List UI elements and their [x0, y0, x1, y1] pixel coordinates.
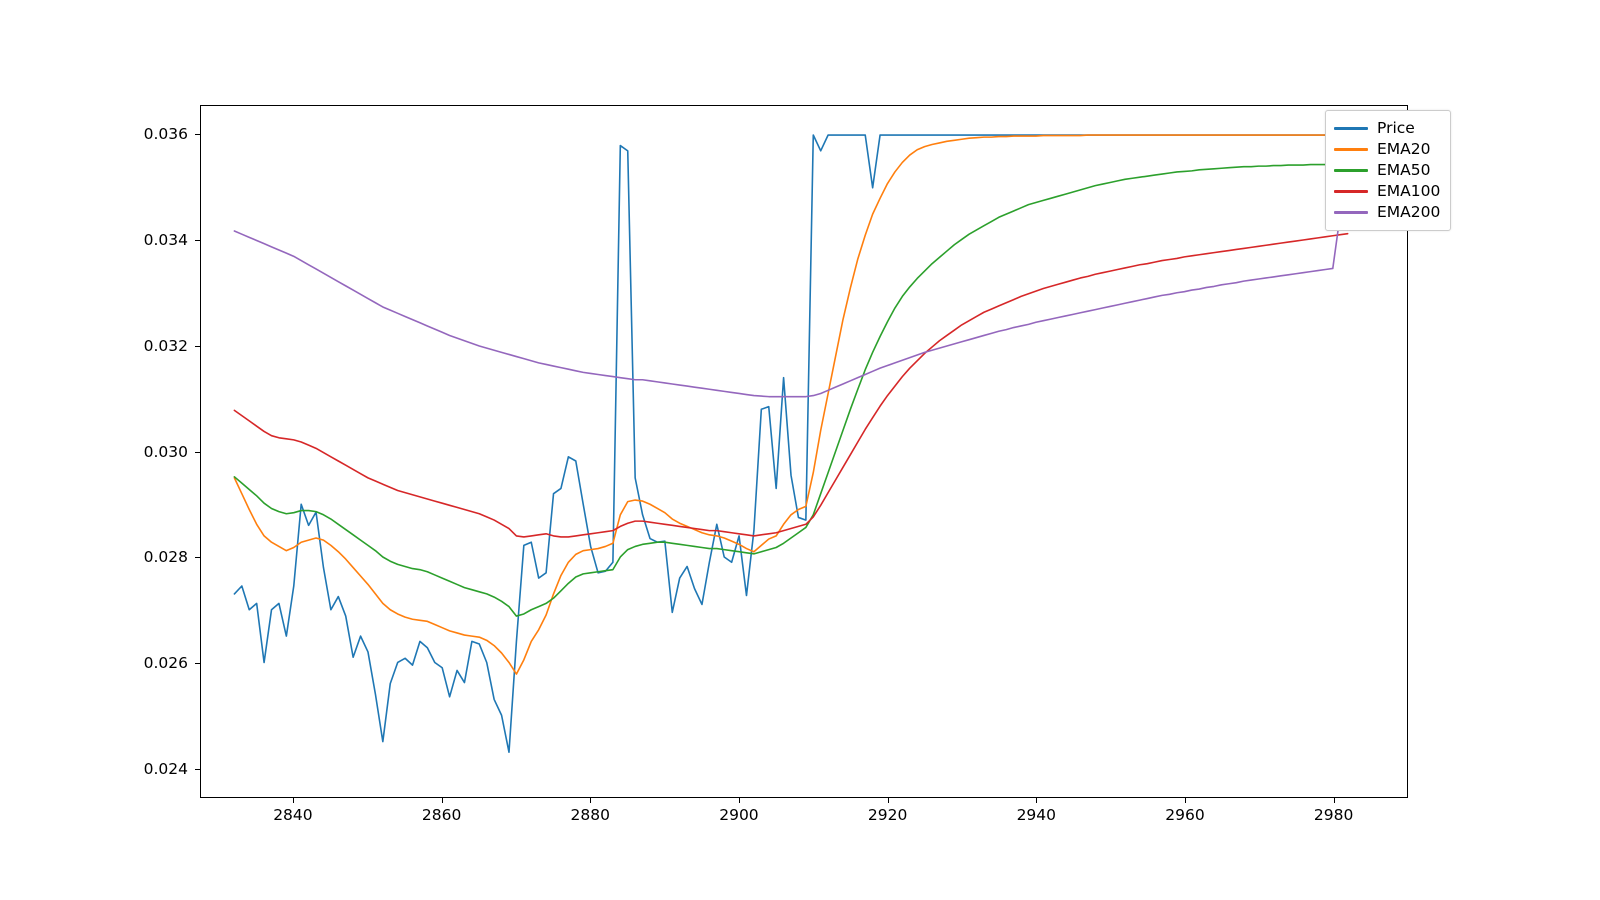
x-tick-label: 2880	[570, 806, 610, 824]
x-tick-label: 2900	[719, 806, 759, 824]
y-tick-mark	[195, 451, 200, 453]
x-tick-label: 2940	[1016, 806, 1057, 824]
x-tick-mark	[1036, 798, 1038, 803]
y-tick-mark	[195, 557, 200, 559]
x-tick-label: 2840	[273, 806, 313, 824]
y-tick-label: 0.034	[143, 230, 188, 249]
x-tick-label: 2920	[867, 806, 908, 824]
legend-color-swatch	[1334, 211, 1368, 214]
y-tick-label: 0.030	[143, 442, 188, 461]
y-tick-label: 0.024	[143, 759, 188, 778]
y-tick-mark	[195, 663, 200, 665]
y-tick-mark	[195, 345, 200, 347]
x-tick-mark	[738, 798, 741, 803]
x-tick-mark	[887, 798, 889, 803]
legend-item-price[interactable]: Price	[1334, 118, 1440, 139]
y-tick-label: 0.032	[143, 336, 188, 355]
legend-label: EMA50	[1377, 160, 1431, 179]
plot-axes	[200, 105, 1408, 798]
legend-color-swatch	[1334, 127, 1368, 130]
y-tick-label: 0.036	[143, 125, 188, 144]
legend-item-ema100[interactable]: EMA100	[1334, 181, 1440, 202]
series-line-ema100	[234, 234, 1347, 537]
x-tick-mark	[441, 798, 443, 803]
legend-label: Price	[1377, 118, 1415, 137]
legend-color-swatch	[1334, 148, 1368, 151]
legend-color-swatch	[1334, 190, 1368, 193]
y-tick-label: 0.026	[143, 654, 188, 673]
legend-item-ema20[interactable]: EMA20	[1334, 139, 1440, 160]
legend-color-swatch	[1334, 169, 1368, 172]
x-tick-label: 2960	[1165, 806, 1205, 824]
series-line-ema20	[234, 135, 1347, 674]
legend-label: EMA100	[1377, 181, 1441, 200]
x-tick-mark	[590, 798, 592, 803]
y-tick-mark	[195, 239, 200, 241]
x-tick-mark	[1333, 798, 1335, 803]
plot-canvas	[201, 106, 1407, 797]
y-tick-mark	[195, 134, 200, 136]
series-line-ema200	[234, 215, 1347, 397]
x-tick-label: 2980	[1313, 806, 1354, 824]
legend-item-ema50[interactable]: EMA50	[1334, 160, 1440, 181]
y-tick-label: 0.028	[143, 548, 188, 567]
series-line-price	[234, 135, 1332, 752]
legend-label: EMA200	[1377, 202, 1441, 221]
x-tick-mark	[292, 798, 295, 803]
legend-label: EMA20	[1377, 139, 1431, 158]
legend: Price EMA20 EMA50 EMA100 EMA200	[1325, 110, 1452, 231]
x-tick-mark	[1184, 798, 1187, 803]
legend-item-ema200[interactable]: EMA200	[1334, 202, 1440, 223]
x-tick-label: 2860	[421, 806, 462, 824]
series-line-ema50	[234, 165, 1347, 617]
y-tick-mark	[195, 768, 200, 770]
